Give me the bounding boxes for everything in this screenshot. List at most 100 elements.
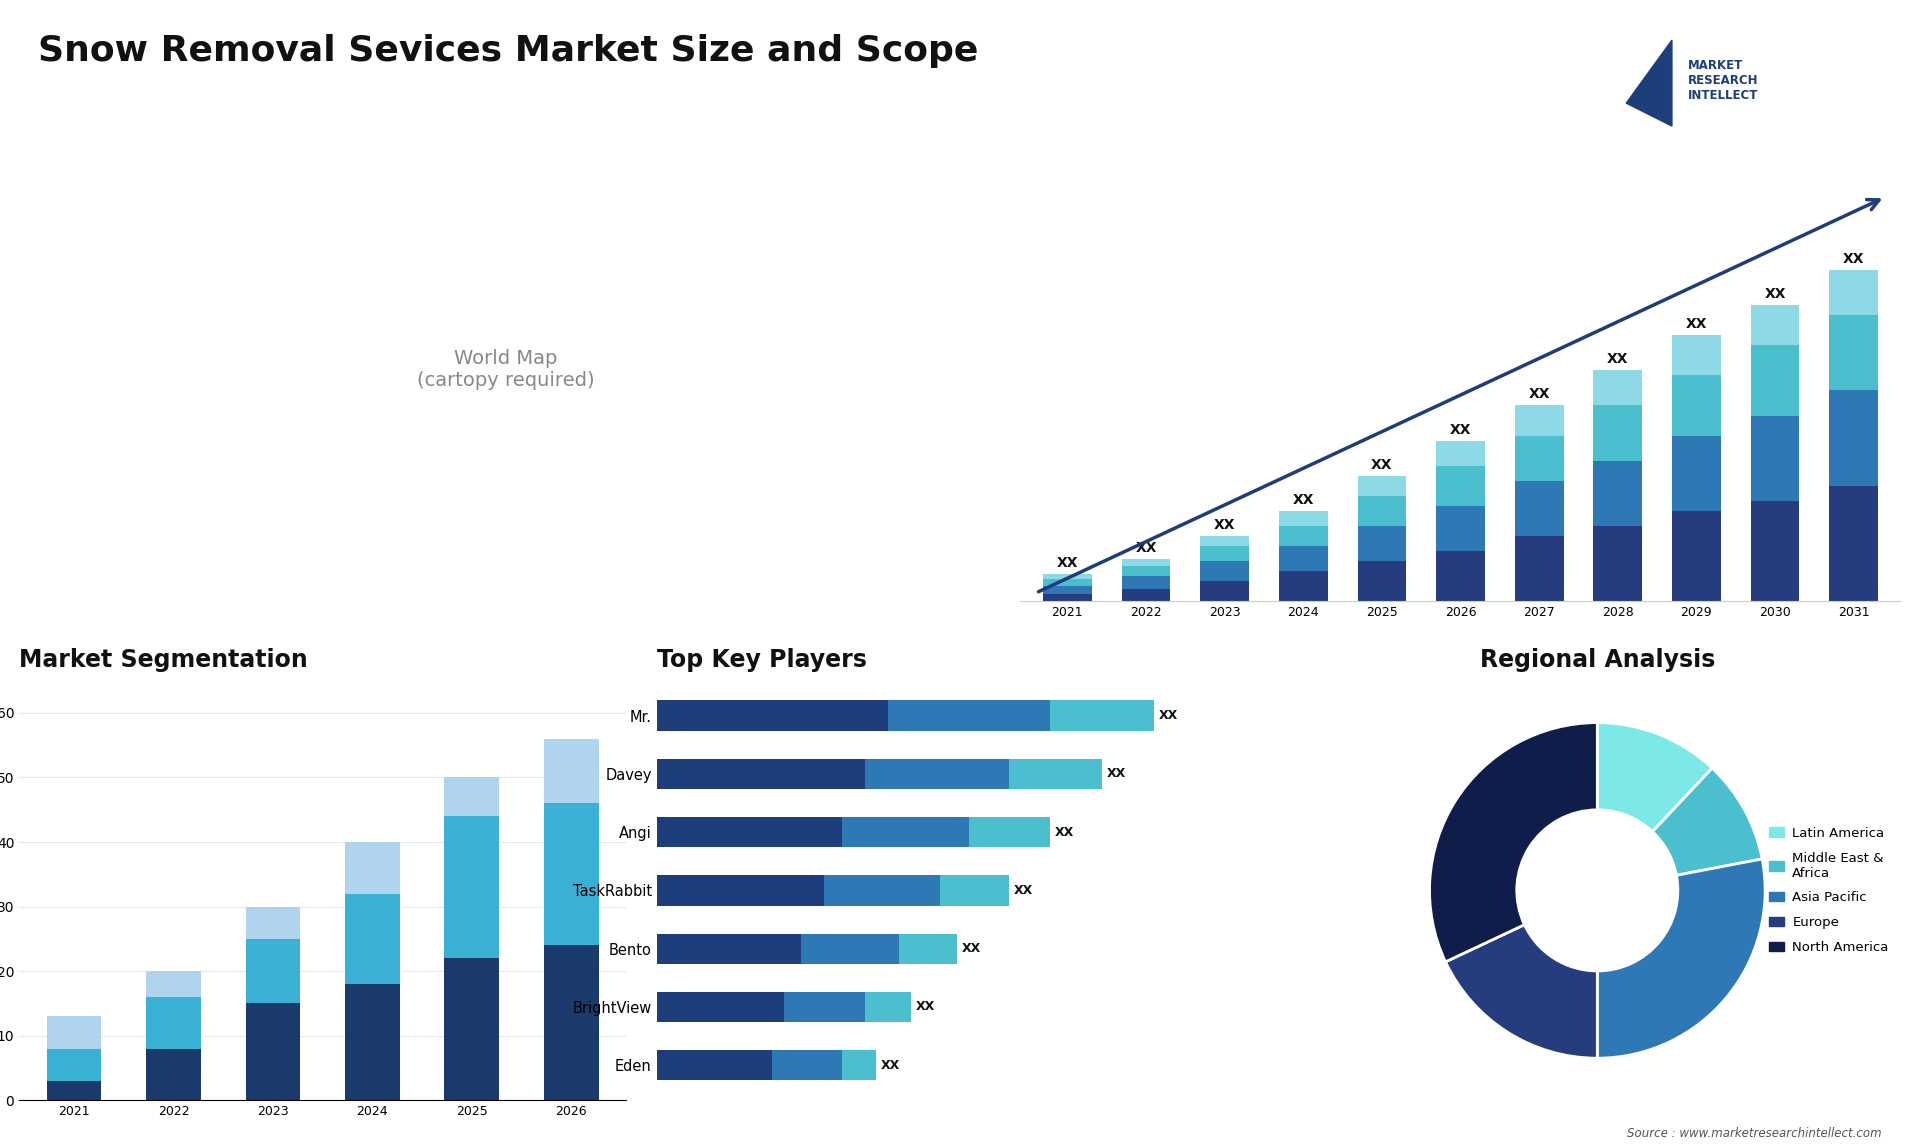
Bar <box>1594 370 1642 406</box>
Bar <box>1357 562 1405 602</box>
Text: XX: XX <box>1014 884 1033 897</box>
Bar <box>1515 480 1563 536</box>
Title: Regional Analysis: Regional Analysis <box>1480 647 1715 672</box>
Text: XX: XX <box>1686 317 1707 331</box>
Bar <box>657 700 887 731</box>
Bar <box>1594 526 1642 602</box>
Bar <box>1043 574 1092 579</box>
Bar <box>1436 465 1484 505</box>
Bar <box>1279 571 1327 602</box>
Text: Market Segmentation: Market Segmentation <box>19 647 307 672</box>
Legend: Type, Application, Geography: Type, Application, Geography <box>645 696 770 783</box>
Text: Top Key Players: Top Key Players <box>657 647 866 672</box>
Bar <box>1043 579 1092 586</box>
Bar <box>1200 562 1250 581</box>
Bar <box>1672 435 1720 511</box>
Bar <box>801 934 899 964</box>
Bar <box>887 700 1050 731</box>
Bar <box>783 991 864 1022</box>
Bar <box>970 817 1050 847</box>
Bar <box>1279 511 1327 526</box>
Bar <box>1515 406 1563 435</box>
Text: XX: XX <box>1056 556 1079 570</box>
Bar <box>146 997 202 1049</box>
Text: XX: XX <box>1054 825 1073 839</box>
Bar <box>444 777 499 816</box>
Text: XX: XX <box>1371 457 1392 472</box>
Text: XX: XX <box>1450 423 1471 437</box>
Bar <box>1672 511 1720 602</box>
Bar <box>246 1004 300 1100</box>
Bar <box>1121 566 1171 576</box>
Bar <box>841 1050 876 1081</box>
Text: XX: XX <box>1292 493 1313 507</box>
Bar <box>1436 551 1484 602</box>
Bar <box>1830 315 1878 391</box>
Bar <box>864 991 912 1022</box>
Legend: Latin America, Middle East &
Africa, Asia Pacific, Europe, North America: Latin America, Middle East & Africa, Asi… <box>1763 822 1893 959</box>
Bar <box>346 894 399 984</box>
Bar <box>1436 505 1484 551</box>
Bar <box>657 876 824 905</box>
Bar <box>657 934 801 964</box>
Bar <box>1436 440 1484 465</box>
Bar <box>146 1049 202 1100</box>
Bar <box>543 945 599 1100</box>
Bar <box>1672 376 1720 435</box>
Bar <box>657 759 864 790</box>
Text: World Map
(cartopy required): World Map (cartopy required) <box>417 348 595 390</box>
Bar <box>772 1050 841 1081</box>
Bar <box>657 1050 772 1081</box>
Bar <box>941 876 1010 905</box>
Wedge shape <box>1597 860 1764 1058</box>
Bar <box>1830 391 1878 486</box>
Bar <box>1751 345 1799 416</box>
Text: XX: XX <box>881 1059 900 1072</box>
Bar <box>1279 526 1327 545</box>
Bar <box>346 984 399 1100</box>
Bar <box>1043 594 1092 602</box>
Bar <box>1043 586 1092 594</box>
Bar <box>657 991 783 1022</box>
Bar <box>1200 581 1250 602</box>
Text: XX: XX <box>962 942 981 955</box>
Bar <box>1830 270 1878 315</box>
Bar <box>1672 336 1720 376</box>
Bar <box>1357 496 1405 526</box>
Bar <box>146 971 202 997</box>
Bar <box>1010 759 1102 790</box>
Bar <box>444 816 499 958</box>
Wedge shape <box>1597 723 1713 832</box>
Bar <box>346 842 399 894</box>
Text: Snow Removal Sevices Market Size and Scope: Snow Removal Sevices Market Size and Sco… <box>38 34 979 69</box>
Text: XX: XX <box>1135 541 1156 555</box>
Bar <box>864 759 1010 790</box>
Bar <box>1200 536 1250 545</box>
Text: XX: XX <box>916 1000 935 1013</box>
Bar <box>246 906 300 939</box>
Text: XX: XX <box>1607 352 1628 367</box>
Bar <box>1050 700 1154 731</box>
Wedge shape <box>1653 768 1763 876</box>
Bar <box>246 939 300 1004</box>
Bar <box>543 803 599 945</box>
Bar <box>1751 416 1799 501</box>
Bar <box>444 958 499 1100</box>
Bar <box>46 1081 102 1100</box>
Polygon shape <box>1626 40 1672 126</box>
Bar <box>1830 486 1878 602</box>
Bar <box>1751 501 1799 602</box>
Bar <box>1200 545 1250 562</box>
Bar <box>1594 406 1642 461</box>
Bar <box>824 876 941 905</box>
Bar <box>899 934 958 964</box>
Bar <box>1515 435 1563 480</box>
Bar <box>1357 526 1405 562</box>
Bar <box>46 1017 102 1049</box>
Bar <box>543 739 599 803</box>
Bar <box>657 817 841 847</box>
Text: XX: XX <box>1106 768 1125 780</box>
Text: MARKET
RESEARCH
INTELLECT: MARKET RESEARCH INTELLECT <box>1688 58 1759 102</box>
Bar <box>1357 476 1405 496</box>
Bar <box>841 817 970 847</box>
